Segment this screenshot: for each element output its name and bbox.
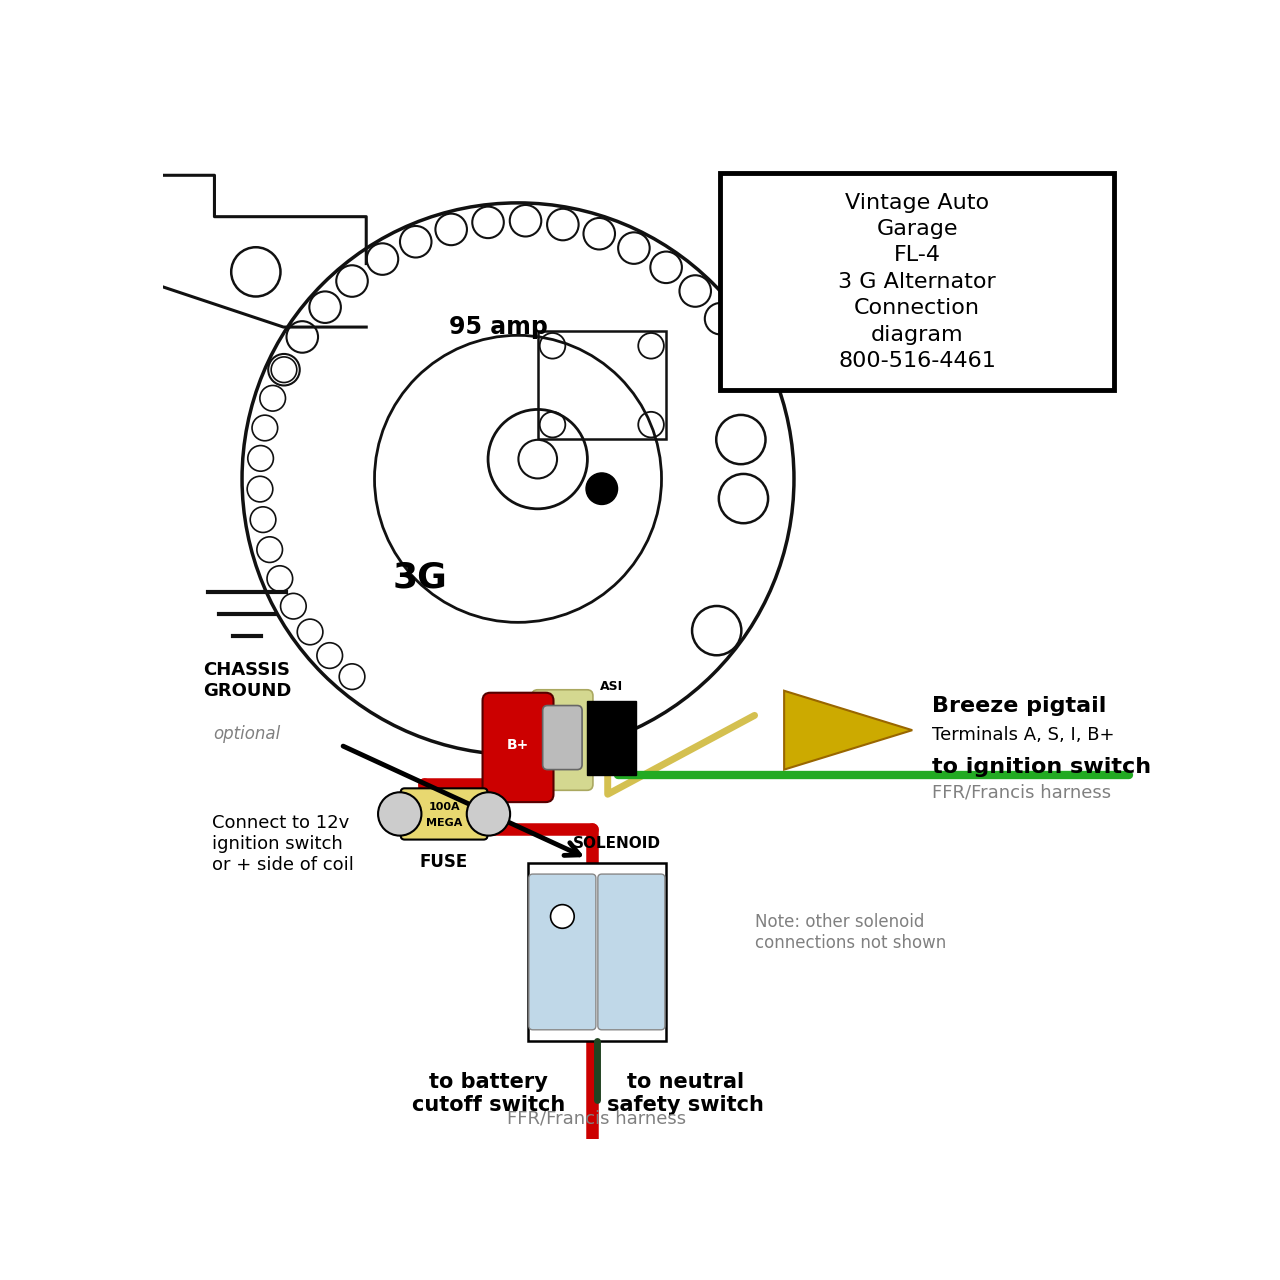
FancyBboxPatch shape	[598, 874, 664, 1030]
Circle shape	[378, 792, 421, 836]
Text: Terminals A, S, I, B+: Terminals A, S, I, B+	[932, 726, 1115, 744]
Circle shape	[586, 472, 617, 504]
Circle shape	[518, 440, 557, 479]
Text: optional: optional	[214, 726, 280, 744]
Circle shape	[550, 905, 575, 928]
Bar	[527, 863, 666, 1041]
FancyBboxPatch shape	[543, 705, 582, 769]
Text: Vintage Auto
Garage
FL-4
3 G Alternator
Connection
diagram
800-516-4461: Vintage Auto Garage FL-4 3 G Alternator …	[838, 192, 996, 371]
FancyBboxPatch shape	[483, 692, 553, 803]
Text: CHASSIS
GROUND: CHASSIS GROUND	[202, 662, 291, 700]
Text: to ignition switch: to ignition switch	[932, 756, 1151, 777]
Text: Breeze pigtail: Breeze pigtail	[932, 695, 1106, 716]
Text: FFR/Francis harness: FFR/Francis harness	[507, 1110, 686, 1128]
Bar	[538, 332, 666, 439]
Text: FUSE: FUSE	[420, 854, 468, 872]
Text: FFR/Francis harness: FFR/Francis harness	[932, 783, 1111, 801]
Text: ASI: ASI	[600, 680, 623, 692]
Circle shape	[488, 410, 588, 509]
FancyBboxPatch shape	[401, 788, 488, 840]
FancyBboxPatch shape	[531, 690, 593, 790]
Polygon shape	[785, 691, 913, 769]
Text: 100A: 100A	[429, 803, 460, 812]
Bar	[588, 700, 636, 774]
Text: Note: other solenoid
connections not shown: Note: other solenoid connections not sho…	[755, 913, 946, 951]
FancyBboxPatch shape	[529, 874, 596, 1030]
Circle shape	[467, 792, 511, 836]
Text: Connect to 12v
ignition switch
or + side of coil: Connect to 12v ignition switch or + side…	[212, 814, 355, 873]
Text: to neutral
safety switch: to neutral safety switch	[607, 1073, 764, 1115]
Text: MEGA: MEGA	[426, 818, 462, 828]
Text: 3G: 3G	[392, 561, 447, 594]
Text: 95 amp: 95 amp	[449, 315, 548, 339]
Text: SOLENOID: SOLENOID	[572, 836, 660, 851]
Bar	[721, 173, 1115, 390]
Text: to battery
cutoff switch: to battery cutoff switch	[412, 1073, 564, 1115]
Text: B+: B+	[507, 739, 529, 751]
